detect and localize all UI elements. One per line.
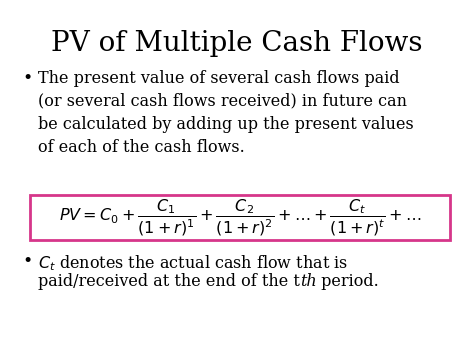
Text: $PV = C_0 + \dfrac{C_1}{(1+r)^1} + \dfrac{C_2}{(1+r)^2} + \ldots + \dfrac{C_t}{(: $PV = C_0 + \dfrac{C_1}{(1+r)^1} + \dfra…	[59, 197, 421, 238]
Text: PV of Multiple Cash Flows: PV of Multiple Cash Flows	[51, 30, 423, 57]
Bar	[30, 195, 450, 240]
Text: th: th	[300, 273, 317, 290]
Text: The present value of several cash flows paid
(or several cash flows received) in: The present value of several cash flows …	[38, 70, 414, 155]
Text: paid/received at the end of the t: paid/received at the end of the t	[38, 273, 300, 290]
Text: •: •	[22, 253, 32, 270]
Text: •: •	[22, 70, 32, 87]
Text: period.: period.	[317, 273, 379, 290]
Text: $C_t$ denotes the actual cash flow that is: $C_t$ denotes the actual cash flow that …	[38, 253, 348, 273]
